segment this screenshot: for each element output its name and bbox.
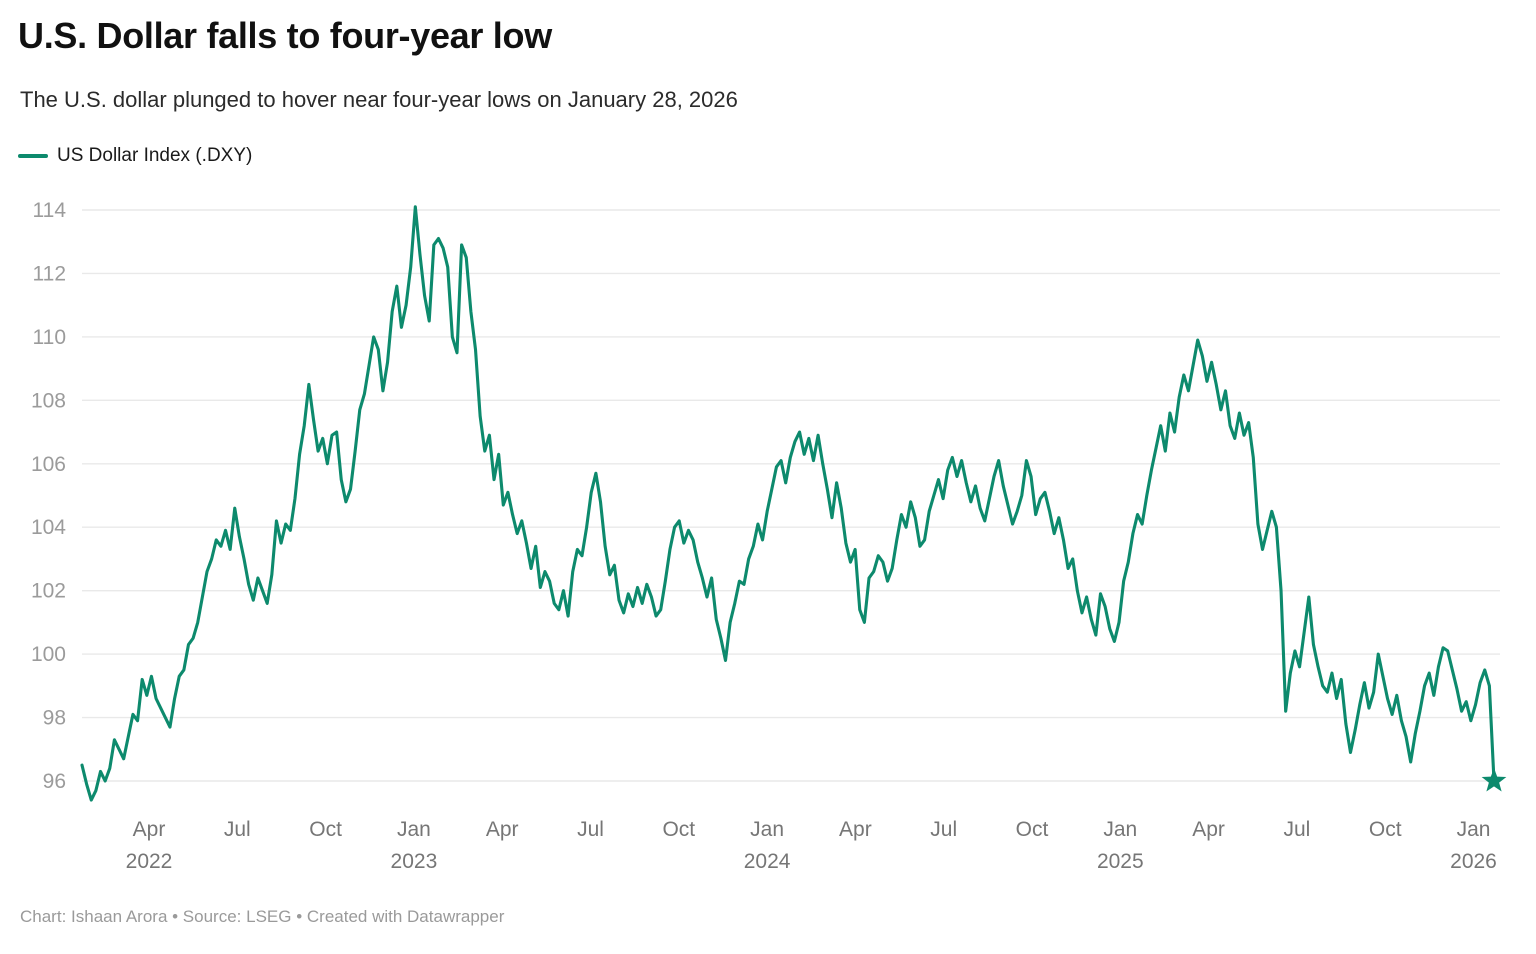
series-line-us-dollar-index <box>80 205 1496 802</box>
x-axis-year-label: 2025 <box>1097 850 1144 873</box>
x-axis-tick-label: Jul <box>1283 818 1310 841</box>
x-axis-tick-label: Jan <box>1457 818 1491 841</box>
y-axis-tick-label: 114 <box>33 199 67 222</box>
x-axis-tick-label: Oct <box>1369 818 1402 841</box>
x-axis-tick-label: Jul <box>577 818 604 841</box>
y-axis-tick-label: 108 <box>31 389 66 412</box>
chart-subtitle: The U.S. dollar plunged to hover near fo… <box>20 87 738 112</box>
x-axis-year-label: 2022 <box>126 850 173 873</box>
y-axis-tick-label: 96 <box>43 770 66 793</box>
x-axis-tick-label: Apr <box>486 818 519 841</box>
x-axis-year-label: 2024 <box>744 850 791 873</box>
y-axis-tick-label: 104 <box>31 516 66 539</box>
x-axis-tick-label: Oct <box>662 818 695 841</box>
y-axis-tick-label: 98 <box>43 707 66 730</box>
legend-label: US Dollar Index (.DXY) <box>57 145 253 166</box>
y-axis-tick-label: 106 <box>31 453 66 476</box>
y-axis-tick-label: 102 <box>31 580 66 603</box>
x-axis-tick-label: Apr <box>1192 818 1225 841</box>
x-axis-tick-label: Jul <box>224 818 251 841</box>
x-axis-tick-label: Jan <box>397 818 431 841</box>
chart-legend: US Dollar Index (.DXY) <box>18 143 252 169</box>
y-axis-tick-label: 112 <box>33 262 66 285</box>
y-axis-tick-label: 100 <box>31 643 66 666</box>
page-title: U.S. Dollar falls to four-year low <box>18 15 552 56</box>
y-axis-tick-label: 110 <box>33 326 66 349</box>
x-axis-tick-label: Jan <box>1103 818 1137 841</box>
legend-line-swatch <box>18 154 48 158</box>
x-axis-year-label: 2026 <box>1450 850 1497 873</box>
x-axis-tick-label: Jan <box>750 818 784 841</box>
x-axis-tick-label: Apr <box>133 818 166 841</box>
x-axis-tick-label: Oct <box>1016 818 1049 841</box>
chart-footer-credit: Chart: Ishaan Arora • Source: LSEG • Cre… <box>20 907 505 926</box>
x-axis-year-label: 2023 <box>391 850 438 873</box>
x-axis-tick-label: Oct <box>309 818 342 841</box>
x-axis-tick-label: Jul <box>930 818 957 841</box>
end-point-star-marker <box>1481 768 1507 792</box>
x-axis-tick-label: Apr <box>839 818 872 841</box>
